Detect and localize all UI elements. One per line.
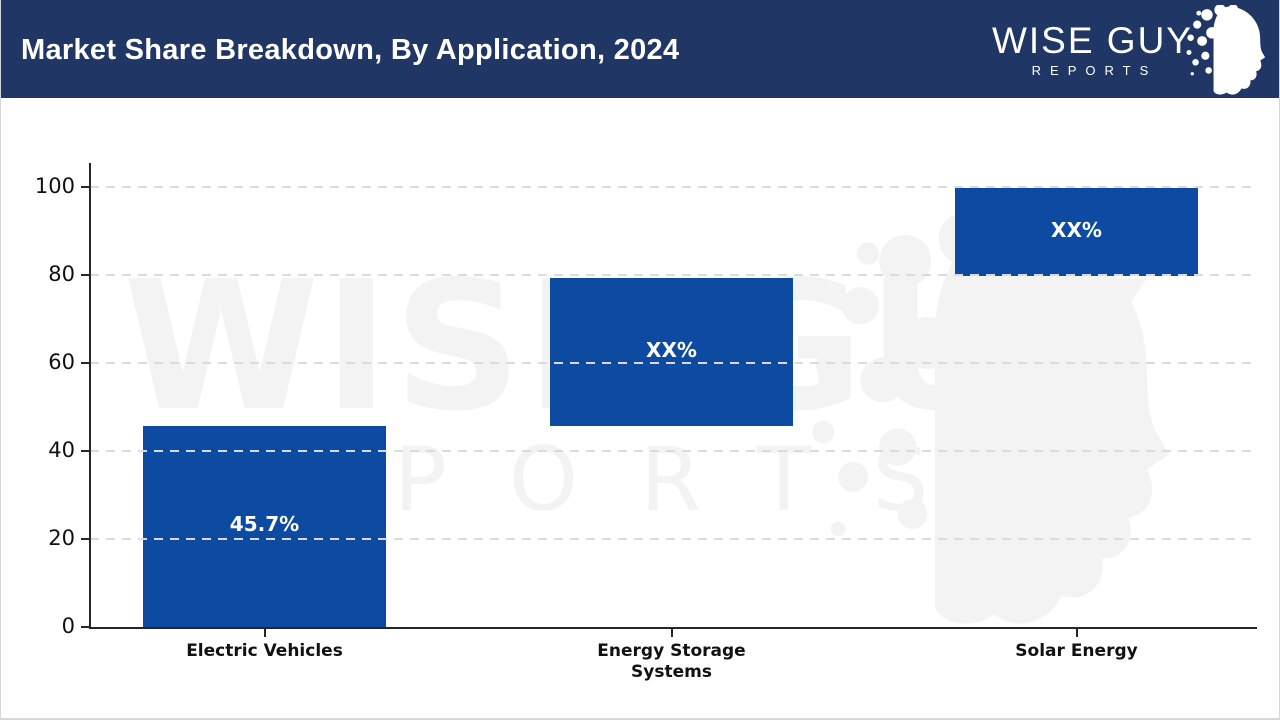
- y-tick-label: 100: [34, 173, 75, 198]
- y-tick-mark: [81, 449, 89, 452]
- y-tick-mark: [81, 361, 89, 364]
- gridline: [90, 537, 1255, 540]
- chart-area: WISE GUY REPORTS 0 20 40 60 80 100 45.7% Electr…: [1, 98, 1279, 718]
- y-tick-mark: [81, 626, 89, 628]
- gridline: [90, 449, 1255, 452]
- x-category-label: Solar Energy: [1015, 641, 1138, 661]
- x-axis-line: [89, 627, 1257, 629]
- bar-value-label: XX%: [1051, 218, 1102, 243]
- logo-subtitle: REPORTS: [1031, 63, 1158, 78]
- x-category-label: Electric Vehicles: [186, 641, 343, 661]
- logo-text: WISE GUY REPORTS: [992, 22, 1193, 78]
- bar: [143, 425, 386, 627]
- bar-value-label: XX%: [646, 337, 697, 362]
- logo-face-icon: [1186, 5, 1266, 95]
- gridline: [90, 185, 1255, 188]
- bar-value-label: 45.7%: [229, 512, 300, 537]
- x-tick-mark: [263, 629, 266, 637]
- header: Market Share Breakdown, By Application, …: [1, 0, 1279, 98]
- bar: [550, 278, 793, 426]
- x-tick-mark: [1075, 629, 1078, 637]
- waterfall-chart: 0 20 40 60 80 100 45.7% Electric Vehicles XX% Ene…: [1, 98, 1279, 718]
- y-tick-label: 60: [48, 349, 75, 374]
- y-tick-mark: [81, 185, 89, 188]
- y-tick-label: 40: [48, 437, 75, 462]
- wise-guy-logo: WISE GUY REPORTS: [992, 5, 1267, 95]
- logo-name: WISE GUY: [991, 20, 1193, 61]
- gridline: [90, 361, 1255, 364]
- y-tick-mark: [81, 537, 89, 540]
- y-tick-label: 0: [61, 614, 75, 638]
- page-title: Market Share Breakdown, By Application, …: [21, 34, 680, 66]
- gridline: [90, 273, 1255, 276]
- y-tick-mark: [81, 273, 89, 276]
- y-tick-label: 80: [48, 261, 75, 286]
- x-category-label: Energy Storage Systems: [597, 641, 746, 682]
- y-axis-line: [89, 163, 91, 629]
- y-tick-label: 20: [48, 525, 75, 550]
- x-tick-mark: [670, 629, 673, 637]
